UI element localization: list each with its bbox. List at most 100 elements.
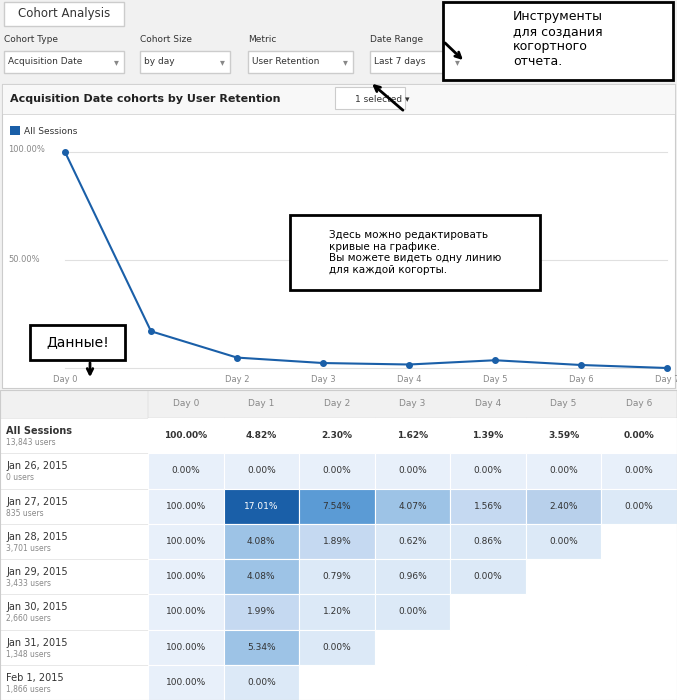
Text: ▾: ▾: [343, 57, 347, 67]
FancyBboxPatch shape: [290, 215, 540, 290]
Text: Date Range: Date Range: [370, 34, 423, 43]
FancyBboxPatch shape: [148, 454, 223, 489]
Text: Last 7 days: Last 7 days: [374, 57, 426, 66]
Text: User Retention: User Retention: [252, 57, 320, 66]
Text: by day: by day: [144, 57, 175, 66]
Text: Jan 27, 2015: Jan 27, 2015: [6, 496, 68, 507]
FancyBboxPatch shape: [526, 454, 601, 489]
Text: Acquisition Date cohorts by User Retention: Acquisition Date cohorts by User Retenti…: [10, 94, 280, 104]
FancyBboxPatch shape: [601, 629, 677, 665]
Text: Jan 29, 2015: Jan 29, 2015: [6, 567, 68, 577]
Text: 0.00%: 0.00%: [474, 572, 502, 581]
Text: Инструменты
для создания
когортного
отчета.: Инструменты для создания когортного отче…: [513, 10, 603, 68]
FancyBboxPatch shape: [450, 559, 526, 594]
FancyBboxPatch shape: [0, 454, 148, 489]
Text: 1.89%: 1.89%: [322, 537, 351, 546]
Text: Day 6: Day 6: [626, 400, 653, 409]
FancyBboxPatch shape: [148, 559, 223, 594]
Text: 4.07%: 4.07%: [398, 502, 427, 510]
Text: 100.00%: 100.00%: [166, 572, 206, 581]
FancyBboxPatch shape: [223, 629, 299, 665]
Text: 0.00%: 0.00%: [322, 643, 351, 652]
FancyBboxPatch shape: [299, 454, 374, 489]
FancyBboxPatch shape: [443, 2, 673, 80]
Text: 0.96%: 0.96%: [398, 572, 427, 581]
Text: Jan 31, 2015: Jan 31, 2015: [6, 638, 68, 648]
Text: 0.86%: 0.86%: [474, 537, 502, 546]
Text: 1.20%: 1.20%: [323, 608, 351, 617]
FancyBboxPatch shape: [299, 418, 374, 454]
Text: 100.00%: 100.00%: [166, 537, 206, 546]
Text: 100.00%: 100.00%: [166, 678, 206, 687]
Text: Cohort Size: Cohort Size: [140, 34, 192, 43]
FancyBboxPatch shape: [223, 559, 299, 594]
Text: All Sessions: All Sessions: [6, 426, 72, 436]
FancyBboxPatch shape: [601, 489, 677, 524]
Text: Здесь можно редактировать
кривые на графике.
Вы можете видеть одну линию
для каж: Здесь можно редактировать кривые на граф…: [329, 230, 501, 275]
FancyBboxPatch shape: [374, 594, 450, 629]
Text: Jan 26, 2015: Jan 26, 2015: [6, 461, 68, 471]
FancyBboxPatch shape: [2, 84, 675, 388]
FancyBboxPatch shape: [223, 594, 299, 629]
FancyBboxPatch shape: [526, 594, 601, 629]
FancyBboxPatch shape: [299, 665, 374, 700]
FancyBboxPatch shape: [601, 594, 677, 629]
FancyBboxPatch shape: [601, 665, 677, 700]
FancyBboxPatch shape: [148, 594, 223, 629]
Text: 0.00%: 0.00%: [171, 466, 200, 475]
FancyBboxPatch shape: [450, 454, 526, 489]
Text: 1,866 users: 1,866 users: [6, 685, 51, 694]
FancyBboxPatch shape: [374, 629, 450, 665]
FancyBboxPatch shape: [299, 524, 374, 559]
FancyBboxPatch shape: [601, 559, 677, 594]
Text: 13,843 users: 13,843 users: [6, 438, 56, 447]
FancyBboxPatch shape: [10, 126, 20, 135]
FancyBboxPatch shape: [299, 629, 374, 665]
Text: 2.30%: 2.30%: [322, 431, 353, 440]
Text: Day 3: Day 3: [399, 400, 426, 409]
Text: 100.00%: 100.00%: [165, 431, 207, 440]
FancyBboxPatch shape: [374, 524, 450, 559]
Text: Day 6: Day 6: [569, 375, 593, 384]
Text: Jan 30, 2015: Jan 30, 2015: [6, 602, 68, 612]
FancyBboxPatch shape: [450, 524, 526, 559]
Text: Jan 28, 2015: Jan 28, 2015: [6, 532, 68, 542]
Text: 0.00%: 0.00%: [247, 678, 276, 687]
Text: 0.00%: 0.00%: [322, 466, 351, 475]
FancyBboxPatch shape: [370, 51, 465, 73]
Text: Feb 1, 2015: Feb 1, 2015: [6, 673, 64, 682]
FancyBboxPatch shape: [148, 390, 677, 418]
Text: 0.00%: 0.00%: [247, 466, 276, 475]
Text: 0.00%: 0.00%: [624, 431, 655, 440]
FancyBboxPatch shape: [450, 594, 526, 629]
Text: 100.00%: 100.00%: [166, 502, 206, 510]
FancyBboxPatch shape: [299, 489, 374, 524]
Text: Данные!: Данные!: [46, 335, 109, 349]
Text: 100.00%: 100.00%: [8, 146, 45, 155]
FancyBboxPatch shape: [0, 559, 148, 594]
Text: 1 selected ▾: 1 selected ▾: [355, 94, 410, 104]
FancyBboxPatch shape: [0, 629, 148, 665]
FancyBboxPatch shape: [374, 665, 450, 700]
FancyBboxPatch shape: [248, 51, 353, 73]
FancyBboxPatch shape: [0, 418, 148, 454]
FancyBboxPatch shape: [526, 418, 601, 454]
Text: All Sessions: All Sessions: [24, 127, 77, 136]
Text: 7.54%: 7.54%: [323, 502, 351, 510]
FancyBboxPatch shape: [299, 594, 374, 629]
FancyBboxPatch shape: [374, 418, 450, 454]
Text: Day 4: Day 4: [475, 400, 501, 409]
Text: Day 0: Day 0: [173, 400, 199, 409]
Text: Day 5: Day 5: [483, 375, 507, 384]
FancyBboxPatch shape: [4, 2, 124, 26]
FancyBboxPatch shape: [601, 418, 677, 454]
Text: 835 users: 835 users: [6, 509, 43, 518]
Text: 1.56%: 1.56%: [474, 502, 502, 510]
Text: ▾: ▾: [219, 57, 225, 67]
FancyBboxPatch shape: [2, 84, 675, 114]
Text: 100.00%: 100.00%: [166, 643, 206, 652]
Text: Day 2: Day 2: [324, 400, 350, 409]
Text: Acquisition Date: Acquisition Date: [8, 57, 83, 66]
Text: Cohort Type: Cohort Type: [4, 34, 58, 43]
FancyBboxPatch shape: [223, 524, 299, 559]
